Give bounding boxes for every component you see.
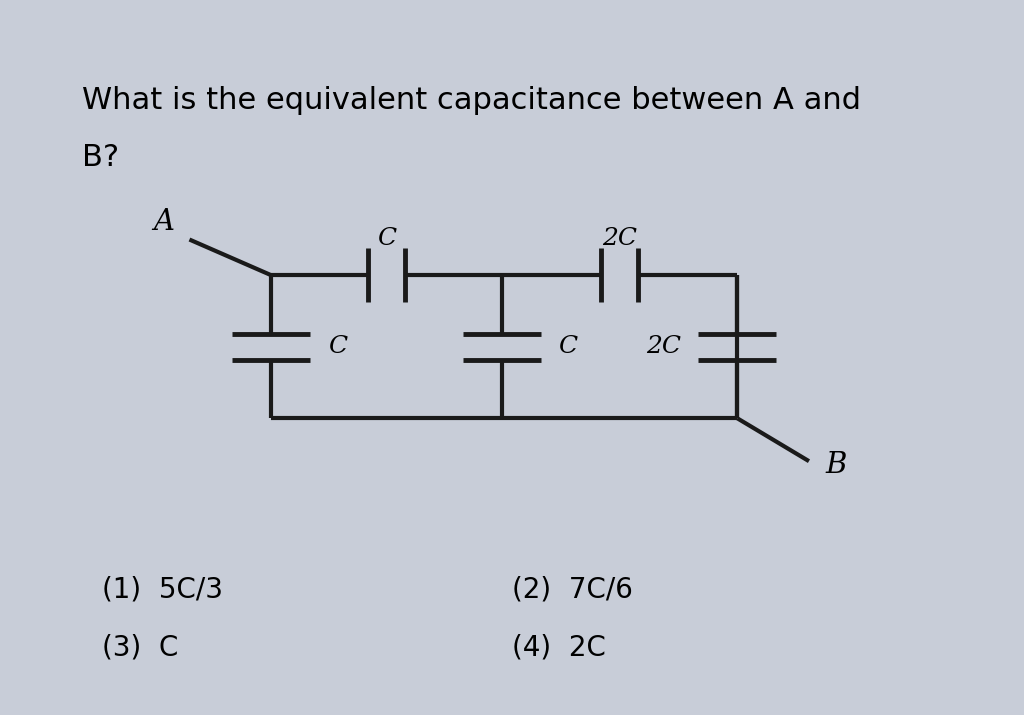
- Text: What is the equivalent capacitance between A and: What is the equivalent capacitance betwe…: [82, 86, 861, 115]
- Text: 2C: 2C: [646, 335, 681, 358]
- Text: C: C: [328, 335, 347, 358]
- Text: (4)  2C: (4) 2C: [512, 633, 606, 661]
- Text: (2)  7C/6: (2) 7C/6: [512, 576, 633, 604]
- Text: A: A: [154, 207, 174, 236]
- Text: (1)  5C/3: (1) 5C/3: [102, 576, 223, 604]
- Text: 2C: 2C: [602, 227, 637, 250]
- Text: B?: B?: [82, 143, 119, 172]
- Text: C: C: [377, 227, 396, 250]
- Text: C: C: [558, 335, 578, 358]
- Text: (3)  C: (3) C: [102, 633, 179, 661]
- Text: B: B: [826, 450, 847, 479]
